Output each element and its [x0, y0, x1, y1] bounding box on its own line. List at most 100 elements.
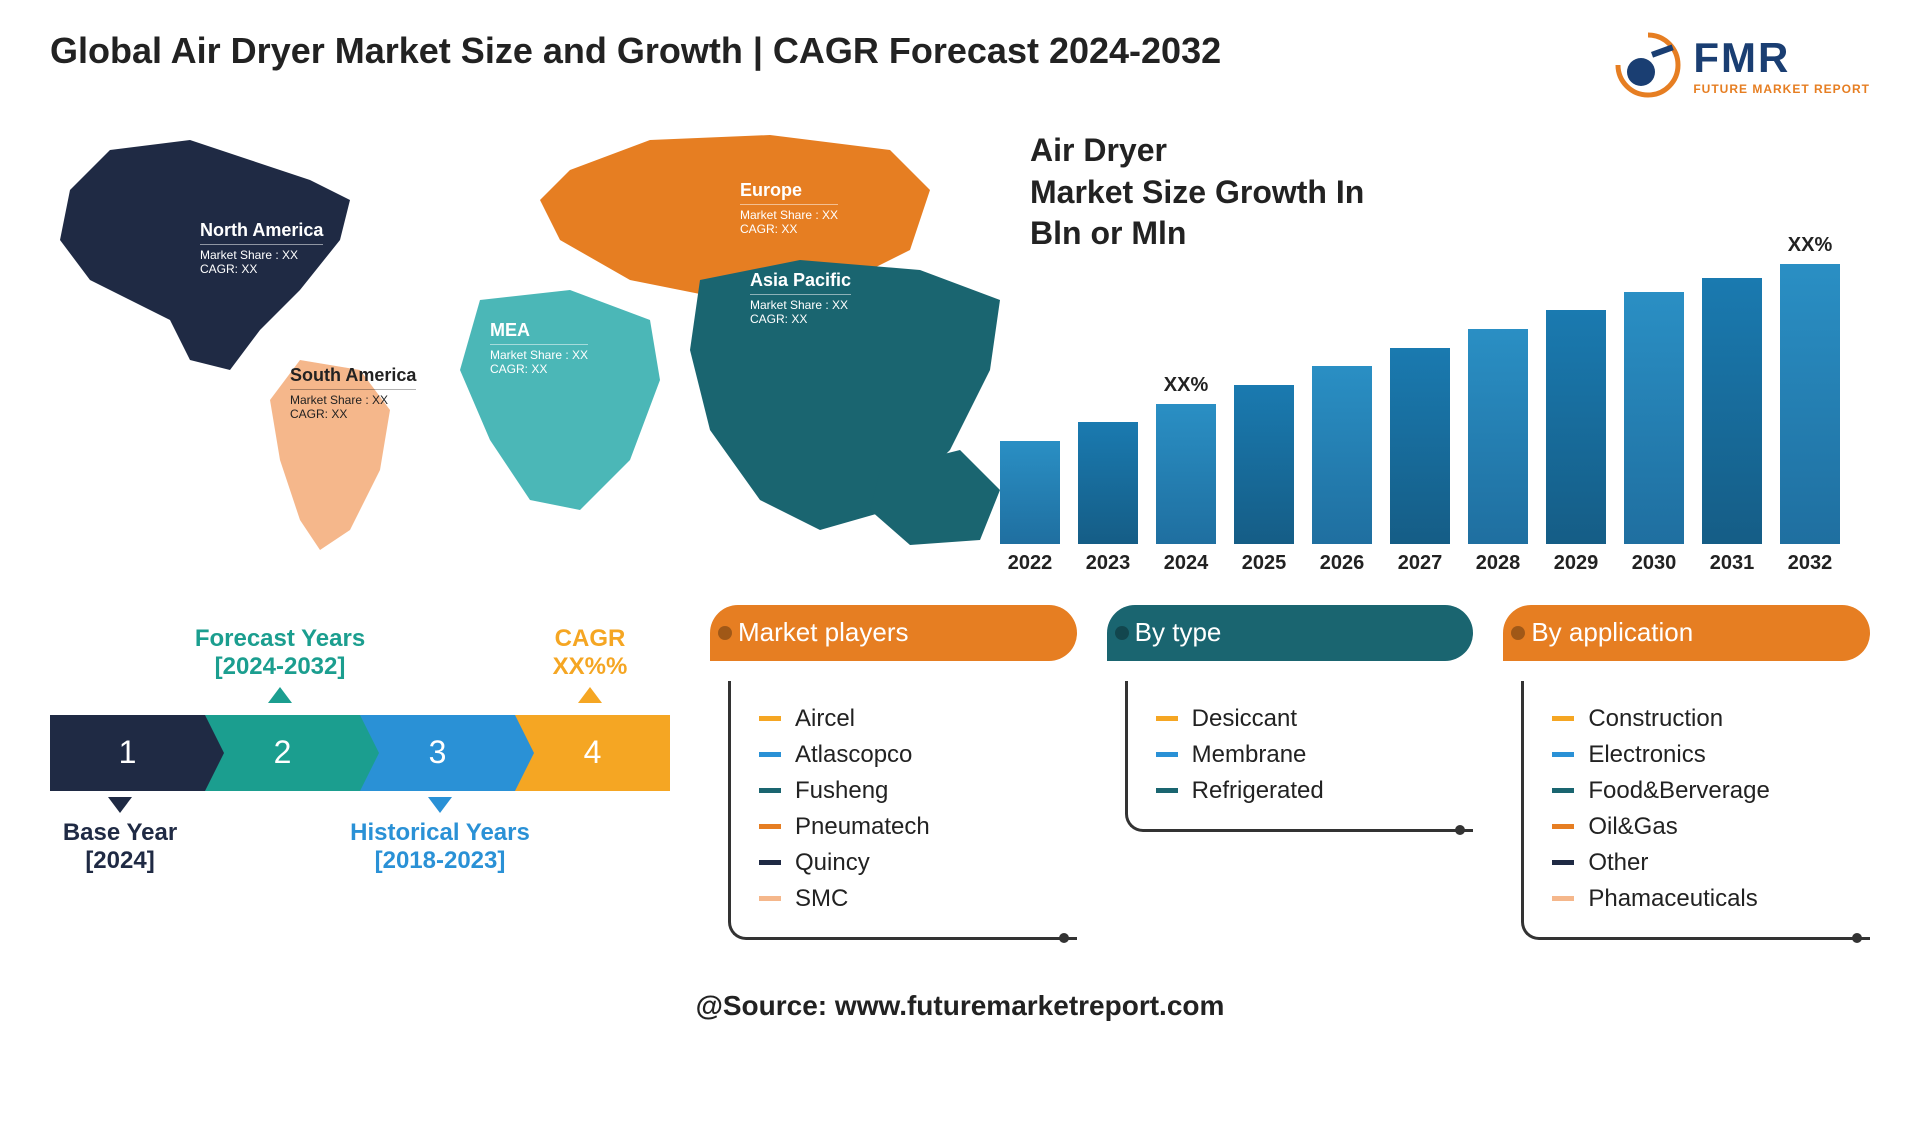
dash-icon — [1156, 716, 1178, 721]
bar — [1156, 404, 1216, 544]
cagr-label: CAGR XX%% — [530, 625, 650, 709]
bar-annotation: XX% — [1788, 234, 1832, 257]
bar-wrap: XX%2024 — [1156, 404, 1216, 575]
category-item: Refrigerated — [1156, 777, 1474, 805]
category-bracket: Aircel Atlascopco Fusheng Pneumatech Quincy S… — [728, 681, 1077, 940]
region-label-mea: MEA Market Share : XXCAGR: XX — [490, 320, 588, 376]
category-item: Fusheng — [759, 777, 1077, 805]
category-bracket: Construction Electronics Food&Berverage Oil… — [1521, 681, 1870, 940]
category-item-text: Atlascopco — [795, 741, 912, 769]
region-label-ap: Asia Pacific Market Share : XXCAGR: XX — [750, 270, 851, 326]
category-bracket: Desiccant Membrane Refrigerated — [1125, 681, 1474, 832]
dash-icon — [759, 824, 781, 829]
bar-year-label: 2030 — [1632, 552, 1677, 575]
region-sub: Market Share : XXCAGR: XX — [490, 344, 588, 376]
category-panel: By type Desiccant Membrane Refrigerated — [1107, 605, 1474, 940]
bar-year-label: 2024 — [1164, 552, 1209, 575]
category-item-text: Oil&Gas — [1588, 813, 1677, 841]
bar-year-label: 2032 — [1788, 552, 1833, 575]
bar-year-label: 2022 — [1008, 552, 1053, 575]
category-panel: Market players Aircel Atlascopco Fusheng Pn… — [710, 605, 1077, 940]
category-item: Construction — [1552, 705, 1870, 733]
region-label-sa: South America Market Share : XXCAGR: XX — [290, 365, 416, 421]
category-item: Aircel — [759, 705, 1077, 733]
region-name: Asia Pacific — [750, 270, 851, 290]
bar — [1078, 422, 1138, 543]
base-year-label: Base Year [2024] — [40, 791, 200, 875]
region-sub: Market Share : XXCAGR: XX — [740, 204, 838, 236]
bar-year-label: 2031 — [1710, 552, 1755, 575]
bar — [1234, 385, 1294, 544]
dash-icon — [759, 788, 781, 793]
bar-wrap: 2027 — [1390, 348, 1450, 575]
category-item: SMC — [759, 885, 1077, 913]
bar-year-label: 2025 — [1242, 552, 1287, 575]
category-item: Electronics — [1552, 741, 1870, 769]
region-label-eu: Europe Market Share : XXCAGR: XX — [740, 180, 838, 236]
bar-wrap: 2026 — [1312, 366, 1372, 574]
category-item-text: Pneumatech — [795, 813, 930, 841]
region-sub: Market Share : XXCAGR: XX — [290, 389, 416, 421]
bar-wrap: XX%2032 — [1780, 264, 1840, 575]
bar-chart-area: Air Dryer Market Size Growth In Bln or M… — [980, 130, 1870, 575]
category-item: Phamaceuticals — [1552, 885, 1870, 913]
dash-icon — [1552, 788, 1574, 793]
dash-icon — [1552, 860, 1574, 865]
category-item: Desiccant — [1156, 705, 1474, 733]
page-title: Global Air Dryer Market Size and Growth … — [50, 30, 1221, 72]
bar-wrap: 2023 — [1078, 422, 1138, 574]
chart-title: Air Dryer Market Size Growth In Bln or M… — [1030, 130, 1870, 255]
timeline-seg-2: 2 — [205, 715, 360, 791]
dash-icon — [1552, 824, 1574, 829]
timeline-seg-3: 3 — [360, 715, 515, 791]
dash-icon — [1552, 752, 1574, 757]
bar-year-label: 2028 — [1476, 552, 1521, 575]
logo: FMR FUTURE MARKET REPORT — [1613, 30, 1870, 100]
region-name: North America — [200, 220, 323, 240]
dash-icon — [759, 896, 781, 901]
dash-icon — [1552, 896, 1574, 901]
dash-icon — [759, 752, 781, 757]
bar-wrap: 2030 — [1624, 292, 1684, 575]
bar — [1312, 366, 1372, 543]
region-sub: Market Share : XXCAGR: XX — [750, 294, 851, 326]
dash-icon — [759, 716, 781, 721]
category-panel: By application Construction Electronics Fo… — [1503, 605, 1870, 940]
category-item-text: Aircel — [795, 705, 855, 733]
logo-icon — [1613, 30, 1683, 100]
category-item-text: Food&Berverage — [1588, 777, 1769, 805]
region-label-na: North America Market Share : XXCAGR: XX — [200, 220, 323, 276]
category-item-text: Quincy — [795, 849, 870, 877]
category-panels: Market players Aircel Atlascopco Fusheng Pn… — [710, 605, 1870, 940]
category-header: By application — [1503, 605, 1870, 661]
historical-label: Historical Years [2018-2023] — [320, 791, 560, 875]
dash-icon — [759, 860, 781, 865]
category-item-text: Construction — [1588, 705, 1723, 733]
world-map: North America Market Share : XXCAGR: XX … — [50, 130, 940, 550]
region-name: MEA — [490, 320, 530, 340]
bar — [1546, 310, 1606, 543]
map-mea — [450, 280, 680, 530]
bar-annotation: XX% — [1164, 374, 1208, 397]
bar-chart: 20222023XX%20242025202620272028202920302… — [980, 275, 1870, 575]
category-item: Atlascopco — [759, 741, 1077, 769]
category-item-text: Refrigerated — [1192, 777, 1324, 805]
category-item: Quincy — [759, 849, 1077, 877]
bar — [1702, 278, 1762, 544]
category-item: Membrane — [1156, 741, 1474, 769]
category-header: By type — [1107, 605, 1474, 661]
dash-icon — [1156, 788, 1178, 793]
bar-wrap: 2022 — [1000, 441, 1060, 575]
bar-year-label: 2029 — [1554, 552, 1599, 575]
timeline-seg-4: 4 — [515, 715, 670, 791]
dash-icon — [1156, 752, 1178, 757]
category-item: Pneumatech — [759, 813, 1077, 841]
timeline-seg-1: 1 — [50, 715, 205, 791]
category-header: Market players — [710, 605, 1077, 661]
bar — [1468, 329, 1528, 544]
bar-year-label: 2026 — [1320, 552, 1365, 575]
category-item-text: Fusheng — [795, 777, 888, 805]
bar-wrap: 2031 — [1702, 278, 1762, 575]
bar — [1780, 264, 1840, 544]
bar — [1390, 348, 1450, 544]
